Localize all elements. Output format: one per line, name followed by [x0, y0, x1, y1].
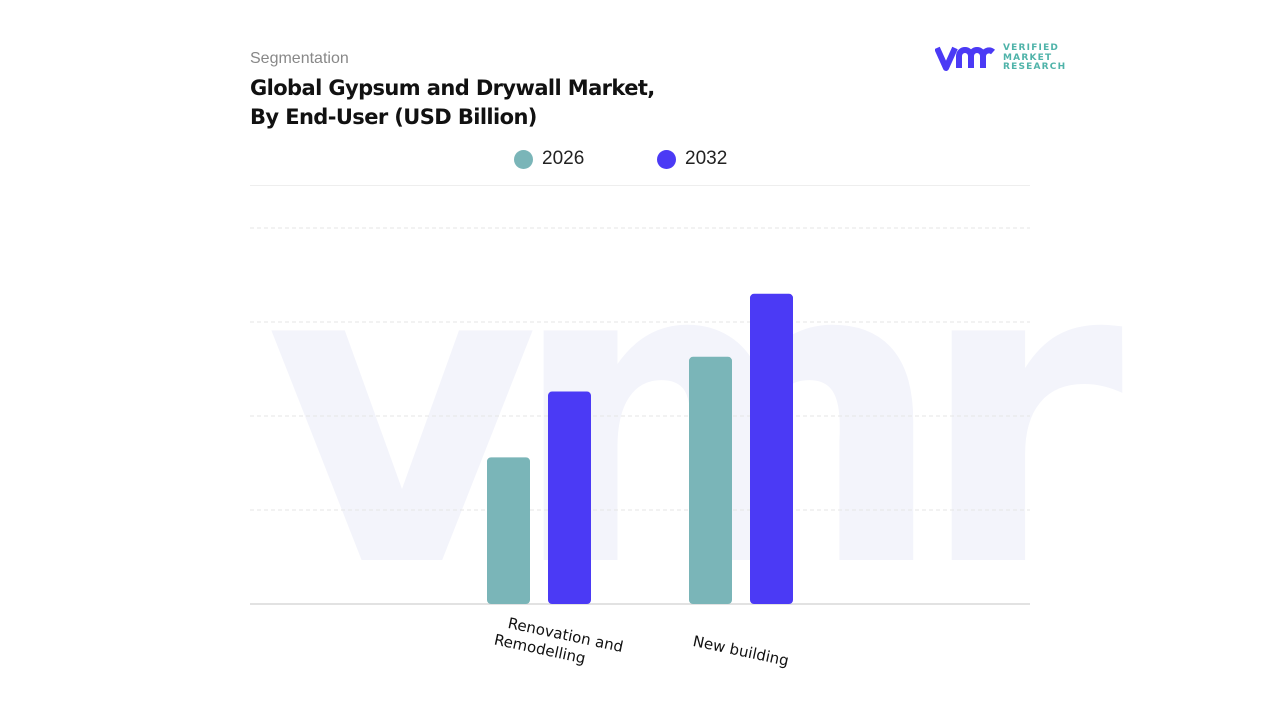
legend-divider	[250, 185, 1030, 186]
legend-swatch-2032	[657, 149, 676, 169]
logo-line-2: MARKET	[1003, 52, 1053, 63]
bar-2032-1	[750, 293, 793, 604]
legend-item-2026: 2026	[514, 148, 584, 170]
logo-line-1: VERIFIED	[1003, 43, 1060, 53]
legend-label-2026: 2026	[542, 148, 585, 169]
segmentation-label: Segmentation	[250, 50, 349, 67]
bar-2032-0	[548, 391, 591, 604]
logo-line-3: RESEARCH	[1003, 62, 1067, 72]
legend: 2026 2032	[0, 148, 1280, 174]
title-line-1: Global Gypsum and Drywall Market,	[250, 76, 655, 100]
vmr-logo-mark-icon	[935, 47, 996, 72]
legend-label-2032: 2032	[685, 148, 728, 169]
bar-2026-0	[487, 457, 530, 604]
title-line-2: By End-User (USD Billion)	[250, 105, 537, 129]
legend-item-2032: 2032	[657, 148, 727, 170]
bar-2026-1	[689, 356, 732, 604]
chart-title: Global Gypsum and Drywall Market, By End…	[250, 74, 655, 132]
legend-swatch-2026	[514, 149, 533, 169]
vmr-logo: VERIFIED MARKET RESEARCH	[935, 43, 1067, 73]
